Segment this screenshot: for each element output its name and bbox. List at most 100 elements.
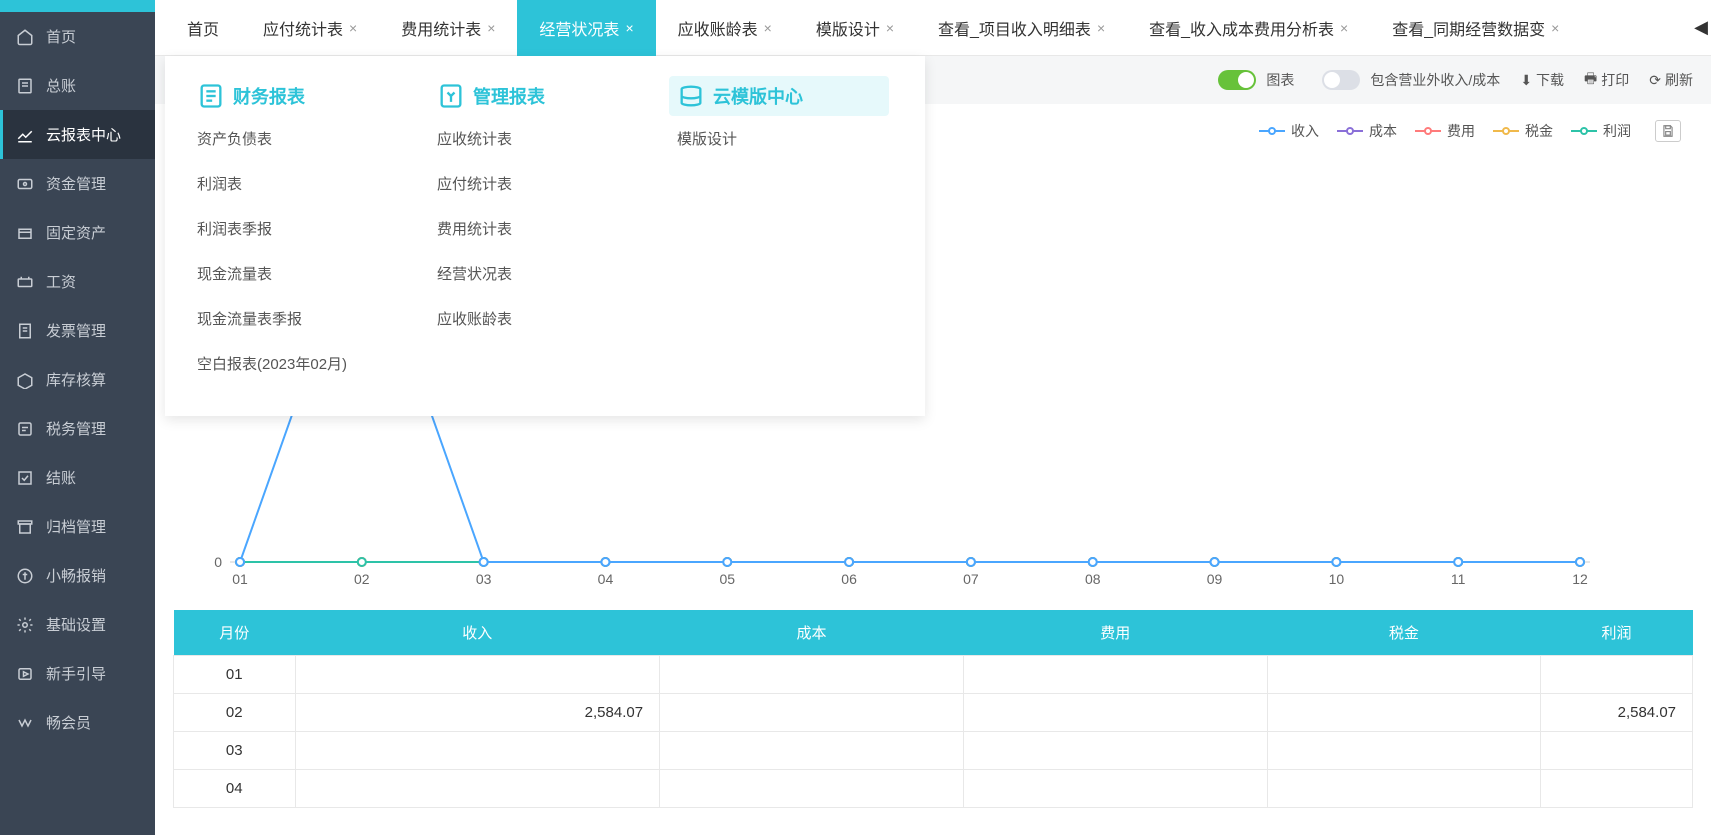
mega-item-0-3[interactable]: 现金流量表 [189, 251, 409, 296]
svg-text:06: 06 [841, 571, 857, 587]
table-cell [295, 732, 660, 770]
print-button[interactable]: 🖶打印 [1584, 68, 1629, 92]
legend-item[interactable]: 成本 [1337, 121, 1397, 141]
home-icon [16, 28, 34, 46]
sidebar-item-label: 税务管理 [46, 418, 106, 439]
table-header: 利润 [1541, 610, 1693, 656]
guide-icon [16, 665, 34, 683]
mega-item-0-5[interactable]: 空白报表(2023年02月) [189, 341, 409, 386]
mega-item-1-0[interactable]: 应收统计表 [429, 116, 649, 161]
sidebar-item-11[interactable]: 小畅报销 [0, 551, 155, 600]
tab-1[interactable]: 应付统计表× [241, 0, 379, 56]
mega-item-1-2[interactable]: 费用统计表 [429, 206, 649, 251]
tab-8[interactable]: 查看_同期经营数据变× [1370, 0, 1581, 56]
legend-item[interactable]: 利润 [1571, 121, 1631, 141]
report-group-icon [437, 82, 465, 110]
close-icon[interactable]: × [349, 20, 357, 36]
table-cell [295, 656, 660, 694]
sidebar-item-label: 畅会员 [46, 712, 91, 733]
download-button[interactable]: ⬇下载 [1520, 70, 1564, 90]
close-icon[interactable]: × [764, 20, 772, 36]
table-cell [963, 656, 1267, 694]
mega-item-1-4[interactable]: 应收账龄表 [429, 296, 649, 341]
close-icon[interactable]: × [1097, 20, 1105, 36]
mega-heading: 财务报表 [189, 76, 409, 116]
sidebar-item-0[interactable]: 首页 [0, 12, 155, 61]
save-chart-icon[interactable] [1655, 120, 1681, 142]
sidebar-item-1[interactable]: 总账 [0, 61, 155, 110]
table-cell [660, 770, 964, 808]
sidebar-item-7[interactable]: 库存核算 [0, 355, 155, 404]
mega-item-0-2[interactable]: 利润表季报 [189, 206, 409, 251]
assets-icon [16, 224, 34, 242]
table-cell [1267, 770, 1540, 808]
tab-6[interactable]: 查看_项目收入明细表 × [916, 0, 1127, 56]
settings-icon [16, 616, 34, 634]
svg-text:01: 01 [232, 571, 248, 587]
mega-item-0-0[interactable]: 资产负债表 [189, 116, 409, 161]
invoice-icon [16, 322, 34, 340]
sidebar-item-12[interactable]: 基础设置 [0, 600, 155, 649]
sidebar-item-8[interactable]: 税务管理 [0, 404, 155, 453]
tab-2[interactable]: 费用统计表× [379, 0, 517, 56]
svg-text:02: 02 [354, 571, 370, 587]
table-cell [660, 656, 964, 694]
reports-mega-menu: 财务报表资产负债表利润表利润表季报现金流量表现金流量表季报空白报表(2023年0… [165, 56, 925, 416]
sidebar-item-label: 云报表中心 [46, 124, 121, 145]
svg-text:08: 08 [1085, 571, 1101, 587]
table-header: 月份 [174, 610, 296, 656]
close-icon[interactable]: × [1340, 20, 1348, 36]
tab-4[interactable]: 应收账龄表 × [656, 0, 794, 56]
sidebar-item-label: 小畅报销 [46, 565, 106, 586]
svg-text:05: 05 [719, 571, 735, 587]
refresh-button[interactable]: ⟳刷新 [1649, 70, 1693, 90]
sidebar-item-label: 归档管理 [46, 516, 106, 537]
sidebar-item-9[interactable]: 结账 [0, 453, 155, 502]
mega-item-1-1[interactable]: 应付统计表 [429, 161, 649, 206]
sidebar-item-label: 总账 [46, 75, 76, 96]
table-cell [1267, 732, 1540, 770]
chart-toggle[interactable] [1218, 70, 1256, 90]
sidebar-item-3[interactable]: 资金管理 [0, 159, 155, 208]
table-cell [1541, 656, 1693, 694]
sidebar-item-10[interactable]: 归档管理 [0, 502, 155, 551]
tab-label: 查看_项目收入明细表 [938, 16, 1091, 40]
sidebar-item-13[interactable]: 新手引导 [0, 649, 155, 698]
sidebar-item-5[interactable]: 工资 [0, 257, 155, 306]
mega-item-2-0[interactable]: 模版设计 [669, 116, 889, 161]
closing-icon [16, 469, 34, 487]
legend-item[interactable]: 税金 [1493, 121, 1553, 141]
table-cell: 02 [174, 694, 296, 732]
legend-item[interactable]: 费用 [1415, 121, 1475, 141]
close-icon[interactable]: × [886, 20, 894, 36]
table-header: 费用 [963, 610, 1267, 656]
close-icon[interactable]: × [625, 20, 633, 36]
table-cell [1267, 656, 1540, 694]
svg-text:11: 11 [1451, 571, 1466, 587]
tab-5[interactable]: 模版设计× [794, 0, 916, 56]
legend-item[interactable]: 收入 [1259, 121, 1319, 141]
tab-0[interactable]: 首页 [165, 0, 241, 56]
sidebar-item-4[interactable]: 固定资产 [0, 208, 155, 257]
mega-item-1-3[interactable]: 经营状况表 [429, 251, 649, 296]
close-icon[interactable]: × [487, 20, 495, 36]
download-icon: ⬇ [1520, 72, 1532, 89]
sidebar-item-14[interactable]: 畅会员 [0, 698, 155, 747]
sidebar-item-6[interactable]: 发票管理 [0, 306, 155, 355]
tab-label: 经营状况表 [539, 16, 619, 40]
include-extra-toggle[interactable] [1322, 70, 1360, 90]
mega-item-0-4[interactable]: 现金流量表季报 [189, 296, 409, 341]
table-cell [1541, 770, 1693, 808]
sidebar-item-2[interactable]: 云报表中心 [0, 110, 155, 159]
table-cell [295, 770, 660, 808]
table-cell [963, 694, 1267, 732]
table-cell: 01 [174, 656, 296, 694]
tabs-scroll-left-icon[interactable]: ◀ [1691, 0, 1711, 56]
close-icon[interactable]: × [1551, 20, 1559, 36]
tab-label: 应收账龄表 [678, 16, 758, 40]
mega-heading: 云模版中心 [669, 76, 889, 116]
tab-7[interactable]: 查看_收入成本费用分析表× [1127, 0, 1370, 56]
tab-3[interactable]: 经营状况表 × [517, 0, 655, 56]
report-group-icon [197, 82, 225, 110]
mega-item-0-1[interactable]: 利润表 [189, 161, 409, 206]
